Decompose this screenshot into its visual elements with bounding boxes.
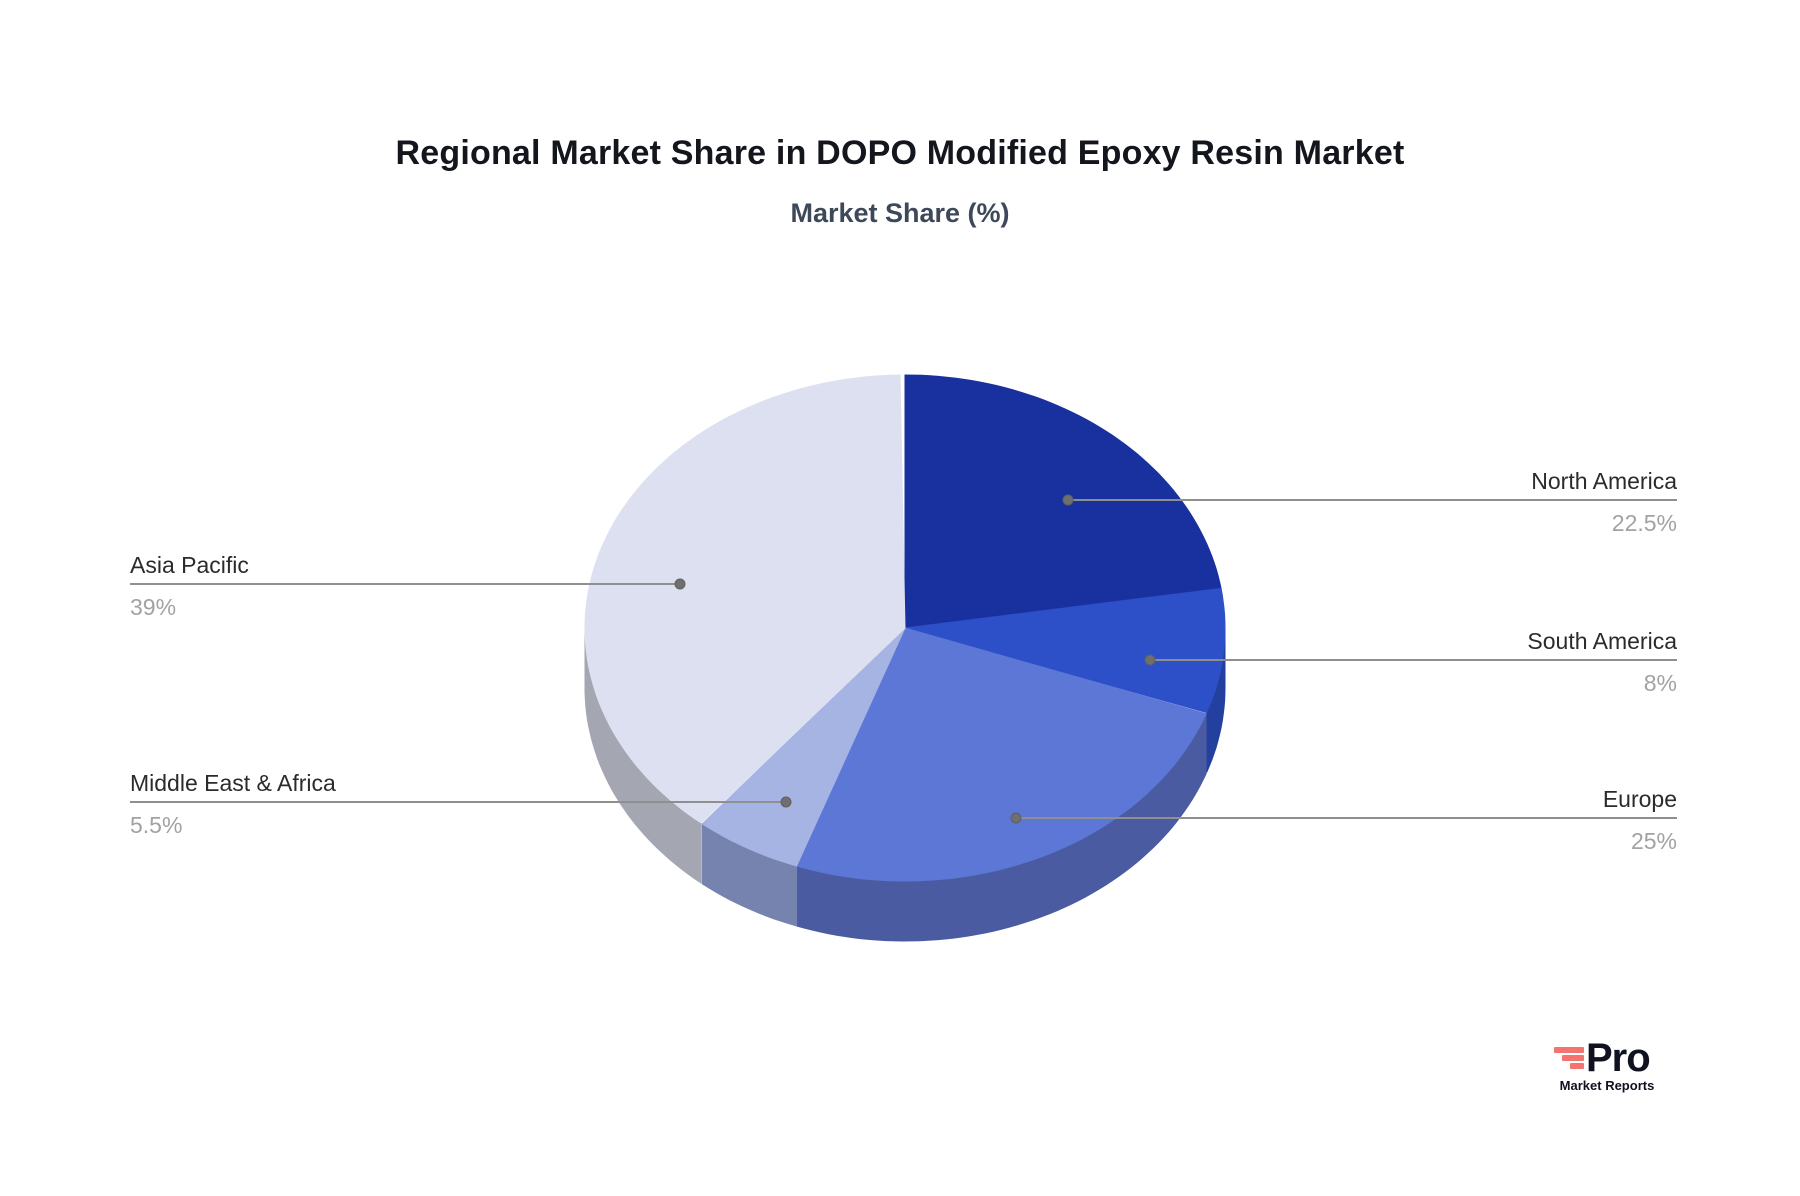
leader-dot bbox=[1144, 654, 1156, 666]
logo-bars-icon bbox=[1552, 1046, 1584, 1070]
pie-slice-asia-pacific[interactable] bbox=[584, 374, 906, 824]
slice-name: North America bbox=[1531, 468, 1677, 494]
leader-dot bbox=[1062, 494, 1074, 506]
pie-slice-south-america[interactable] bbox=[904, 587, 1226, 714]
label-block-north-america: North America 22.5% bbox=[1257, 466, 1677, 538]
pie-slice-middle-east-africa[interactable] bbox=[701, 627, 906, 867]
logo-subtitle: Market Reports bbox=[1559, 1078, 1655, 1093]
slice-value: 5.5% bbox=[130, 812, 183, 838]
slice-value: 39% bbox=[130, 594, 177, 620]
slice-name: Europe bbox=[1602, 786, 1677, 812]
label-block-south-america: South America 8% bbox=[1257, 626, 1677, 698]
label-block-middle-east-africa: Middle East & Africa 5.5% bbox=[130, 768, 550, 840]
logo-title: Pro bbox=[1586, 1036, 1651, 1080]
chart-subtitle: Market Share (%) bbox=[790, 198, 1010, 228]
slice-value: 8% bbox=[1643, 670, 1677, 696]
slice-name: Middle East & Africa bbox=[130, 770, 336, 796]
leader-dot bbox=[1010, 812, 1022, 824]
slice-name: South America bbox=[1527, 628, 1677, 654]
chart-title: Regional Market Share in DOPO Modified E… bbox=[395, 134, 1405, 172]
label-block-asia-pacific: Asia Pacific 39% bbox=[130, 550, 550, 622]
slice-value: 25% bbox=[1630, 828, 1677, 854]
label-block-europe: Europe 25% bbox=[1257, 784, 1677, 856]
slice-value: 22.5% bbox=[1611, 510, 1677, 536]
pro-market-reports-logo: Pro Market Reports bbox=[1552, 1036, 1662, 1093]
leader-dot bbox=[780, 796, 792, 808]
leader-dot bbox=[674, 578, 686, 590]
slice-name: Asia Pacific bbox=[130, 552, 249, 578]
